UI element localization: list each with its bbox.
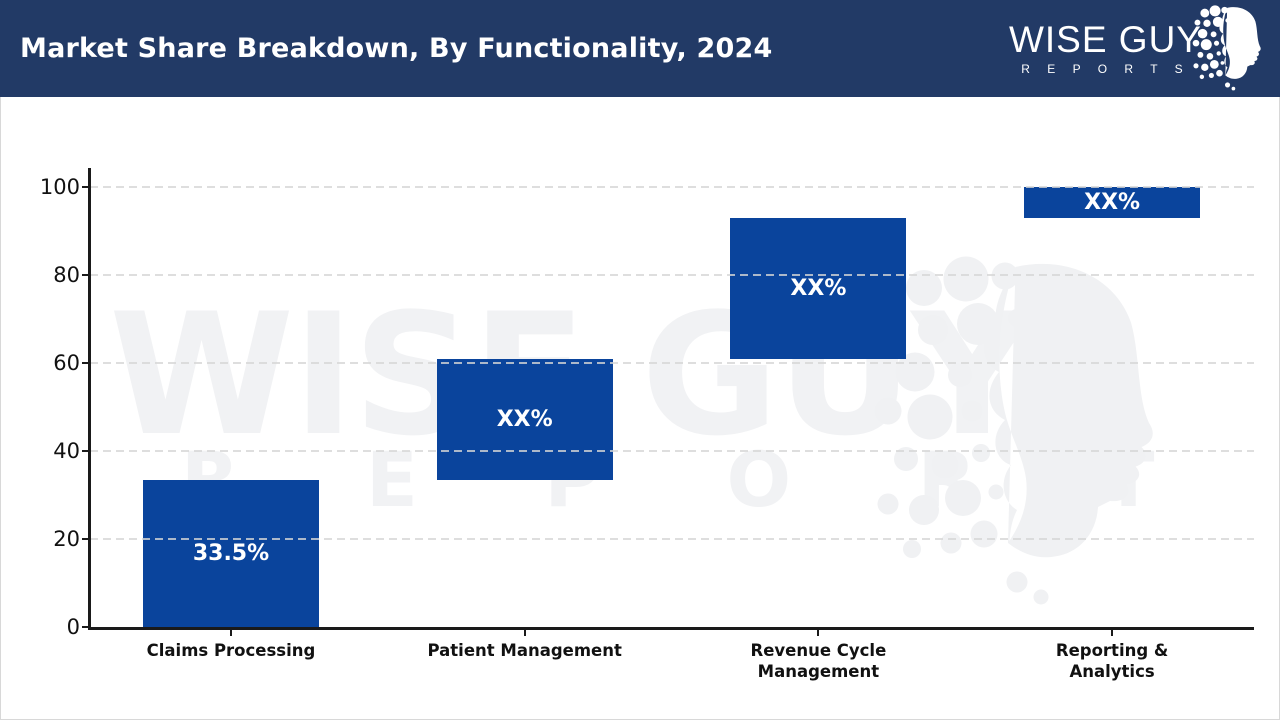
y-tick-mark	[82, 626, 90, 628]
bar-segment: XX%	[1024, 187, 1201, 218]
x-category-label-line: Analytics	[1069, 662, 1155, 681]
y-tick-label: 0	[66, 615, 80, 639]
gridline	[90, 186, 1254, 188]
brand-name: WISE GUY	[1008, 19, 1202, 60]
x-category-label-line: Reporting &	[1055, 641, 1169, 660]
gridline	[90, 362, 1254, 364]
y-tick-label: 20	[53, 527, 80, 551]
bar-value-label: XX%	[790, 275, 847, 301]
y-tick-label: 60	[53, 351, 80, 375]
bar-value-label: 33.5%	[192, 540, 270, 566]
x-category-label-line: Patient Management	[427, 641, 622, 660]
x-tick-mark	[817, 628, 820, 636]
y-tick-mark	[82, 186, 90, 188]
y-axis	[88, 168, 91, 629]
y-tick-mark	[82, 274, 90, 276]
x-tick-mark	[523, 628, 526, 636]
bar-segment: XX%	[436, 358, 613, 480]
x-axis	[88, 627, 1254, 630]
brand-face-icon	[1192, 4, 1261, 90]
x-category-label: Claims Processing	[91, 640, 371, 661]
gridline	[90, 538, 1254, 540]
page-title: Market Share Breakdown, By Functionality…	[20, 33, 773, 64]
bar-segment: XX%	[730, 217, 907, 359]
x-category-label: Revenue Cycle Management	[678, 640, 958, 682]
y-tick-label: 80	[53, 263, 80, 287]
bar-value-label: XX%	[496, 406, 553, 432]
brand-logo: WISE GUY R E P O R T S	[1009, 4, 1266, 93]
y-tick-mark	[82, 450, 90, 452]
x-category-label: Patient Management	[385, 640, 665, 661]
y-tick-label: 100	[39, 175, 80, 199]
brand-logo-text: WISE GUY R E P O R T S	[1009, 21, 1202, 76]
bar-segment: 33.5%	[143, 479, 319, 627]
x-category-label: Reporting & Analytics	[972, 640, 1252, 682]
brand-subtitle: R E P O R T S	[1021, 62, 1190, 76]
y-tick-label: 40	[53, 439, 80, 463]
x-tick-mark	[1111, 628, 1114, 636]
chart-area: WISE GUY R E P O R T S 33.5% XX% XX% XX% 0 20…	[0, 97, 1280, 720]
y-tick-mark	[82, 362, 90, 364]
y-tick-mark	[82, 538, 90, 540]
x-category-label-line: Revenue Cycle	[750, 641, 887, 660]
x-category-label-line: Management	[757, 662, 880, 681]
gridline	[90, 274, 1254, 276]
gridline	[90, 450, 1254, 452]
bar-value-label: XX%	[1084, 189, 1141, 215]
watermark-face-icon	[874, 256, 1153, 605]
x-category-label-line: Claims Processing	[146, 641, 316, 660]
header-bar: Market Share Breakdown, By Functionality…	[0, 0, 1280, 97]
x-tick-mark	[230, 628, 232, 636]
